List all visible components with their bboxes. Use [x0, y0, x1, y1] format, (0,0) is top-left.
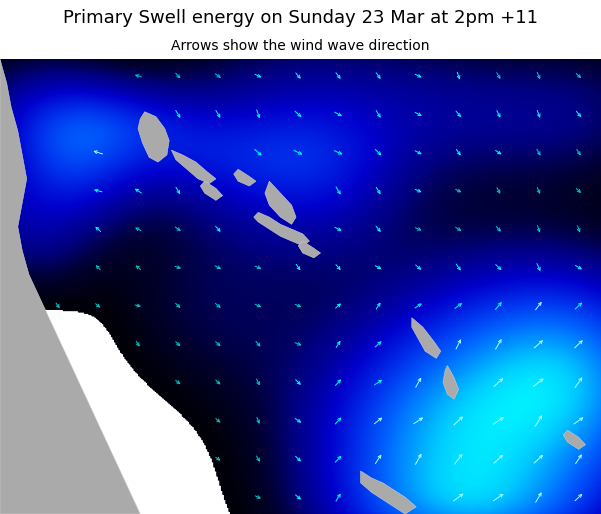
Text: Arrows show the wind wave direction: Arrows show the wind wave direction	[171, 39, 430, 53]
Polygon shape	[234, 169, 256, 186]
Polygon shape	[412, 318, 441, 358]
Polygon shape	[254, 212, 310, 246]
Polygon shape	[0, 59, 140, 514]
Polygon shape	[298, 241, 320, 258]
Polygon shape	[443, 365, 459, 399]
Polygon shape	[563, 430, 585, 449]
Polygon shape	[200, 181, 222, 200]
Text: Primary Swell energy on Sunday 23 Mar at 2pm +11: Primary Swell energy on Sunday 23 Mar at…	[63, 9, 538, 27]
Polygon shape	[361, 471, 416, 514]
Polygon shape	[171, 150, 216, 183]
Polygon shape	[138, 112, 169, 162]
Polygon shape	[265, 181, 296, 224]
